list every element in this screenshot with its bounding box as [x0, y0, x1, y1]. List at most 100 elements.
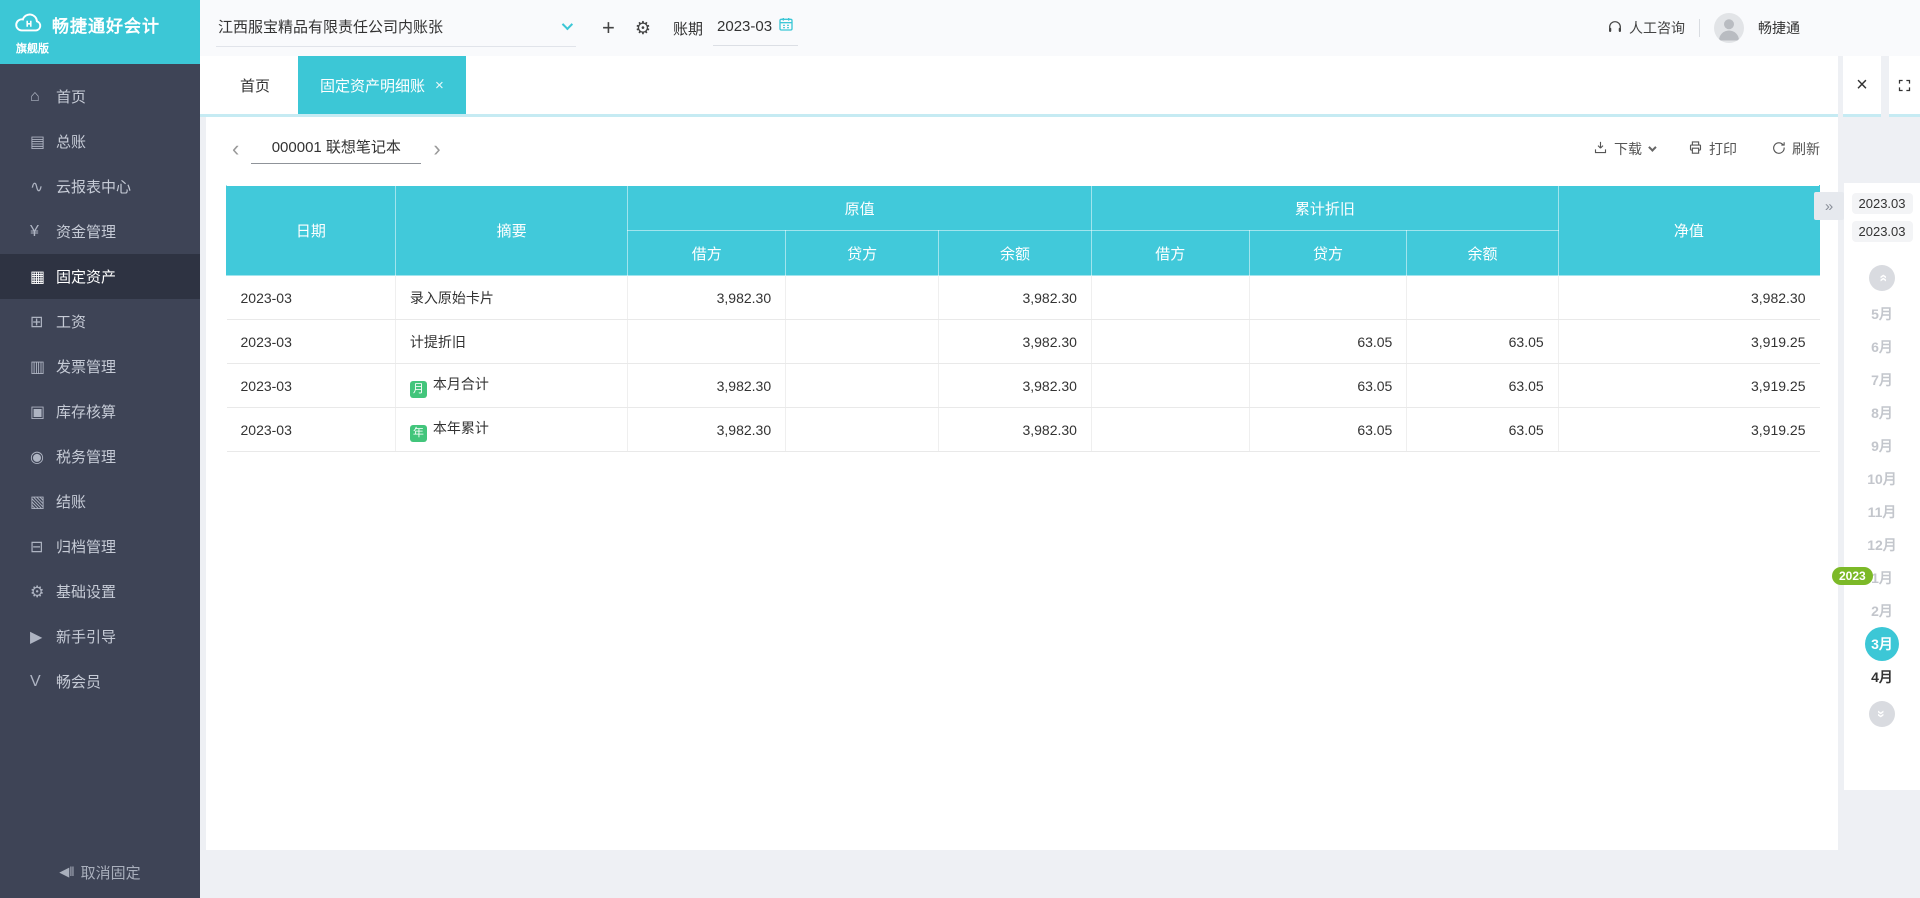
close-page-button[interactable]: × — [1843, 56, 1881, 117]
printer-icon — [1688, 140, 1703, 158]
year-badge: 2023 — [1832, 567, 1873, 585]
sidebar-item-label: 新手引导 — [56, 629, 117, 646]
sidebar-item-funds[interactable]: ¥ 资金管理 — [0, 209, 200, 254]
scroll-up-button[interactable]: » — [1869, 265, 1895, 291]
cell-date: 2023-03 — [226, 275, 396, 320]
month-item-10[interactable]: 10月 — [1844, 462, 1920, 495]
cell-date: 2023-03 — [226, 319, 396, 364]
chevron-up-icon: » — [1873, 274, 1890, 282]
tab-bar: 首页 固定资产明细账 × — [200, 56, 1838, 117]
sidebar-item-fixed-assets[interactable]: ▦ 固定资产 — [0, 254, 200, 299]
collapse-rail-button[interactable]: » — [1814, 192, 1844, 220]
sidebar-item-member[interactable]: V 畅会员 — [0, 659, 200, 704]
avatar[interactable] — [1714, 13, 1744, 43]
sidebar-item-label: 畅会员 — [56, 674, 102, 691]
support-button[interactable]: 人工咨询 — [1607, 18, 1685, 38]
col-summary: 摘要 — [394, 185, 629, 276]
unpin-sidebar-button[interactable]: ◀‖ 取消固定 — [0, 846, 200, 898]
prev-asset-button[interactable]: ‹ — [232, 136, 240, 161]
month-label: 7月 — [1871, 371, 1893, 388]
sidebar-item-guide[interactable]: ▶ 新手引导 — [0, 614, 200, 659]
fullscreen-button[interactable] — [1889, 56, 1920, 117]
month-item-8[interactable]: 8月 — [1844, 396, 1920, 429]
period-end[interactable]: 2023.03 — [1851, 221, 1913, 242]
month-item-12[interactable]: 12月 — [1844, 528, 1920, 561]
sidebar-item-label: 固定资产 — [56, 269, 117, 286]
period-picker[interactable]: 2023-03 — [713, 10, 799, 46]
print-button[interactable]: 打印 — [1688, 139, 1737, 159]
table-row[interactable]: 2023-03 月本月合计 3,982.30 3,982.30 63.05 63… — [226, 363, 1820, 408]
cell-ad-balance: 63.05 — [1406, 363, 1559, 408]
cell-ov-debit: 3,982.30 — [627, 363, 787, 408]
cell-ov-debit — [627, 319, 787, 364]
gear-icon[interactable]: ⚙ — [634, 17, 651, 38]
sidebar-item-label: 库存核算 — [56, 404, 117, 421]
month-item-6[interactable]: 6月 — [1844, 330, 1920, 363]
sidebar-item-home[interactable]: ⌂ 首页 — [0, 74, 200, 119]
sidebar-item-salary[interactable]: ⊞ 工资 — [0, 299, 200, 344]
cell-ov-balance: 3,982.30 — [938, 319, 1092, 364]
tab-close-icon[interactable]: × — [435, 76, 444, 94]
tab-home[interactable]: 首页 — [212, 56, 298, 114]
sidebar-item-label: 资金管理 — [56, 224, 117, 241]
col-ov-debit: 借方 — [627, 230, 787, 276]
month-total-icon: 月 — [409, 380, 427, 398]
cell-ad-debit — [1091, 275, 1250, 320]
month-item-2[interactable]: 2月 — [1844, 594, 1920, 627]
funds-icon: ¥ — [30, 222, 39, 240]
month-item-7[interactable]: 7月 — [1844, 363, 1920, 396]
sidebar-item-tax[interactable]: ◉ 税务管理 — [0, 434, 200, 479]
table-row[interactable]: 2023-03 计提折旧 3,982.30 63.05 63.05 3,919.… — [226, 319, 1820, 364]
sidebar-item-archive[interactable]: ⊟ 归档管理 — [0, 524, 200, 569]
download-button[interactable]: 下载 — [1593, 139, 1657, 159]
month-item-11[interactable]: 11月 — [1844, 495, 1920, 528]
sidebar-item-label: 税务管理 — [56, 449, 117, 466]
table-row[interactable]: 2023-03 年本年累计 3,982.30 3,982.30 63.05 63… — [226, 407, 1820, 452]
period-start[interactable]: 2023.03 — [1851, 193, 1913, 214]
company-select[interactable]: 江西服宝精品有限责任公司内账张 — [216, 10, 576, 47]
sidebar-item-label: 发票管理 — [56, 359, 117, 376]
cell-ad-debit — [1091, 319, 1250, 364]
period-value: 2023-03 — [717, 18, 773, 35]
cell-ad-balance — [1406, 275, 1559, 320]
sidebar-item-settings[interactable]: ⚙ 基础设置 — [0, 569, 200, 614]
month-item-9[interactable]: 9月 — [1844, 429, 1920, 462]
cell-ov-credit — [785, 319, 940, 364]
scroll-down-button[interactable]: » — [1869, 701, 1895, 727]
unpin-label: 取消固定 — [80, 864, 141, 882]
sidebar-item-invoices[interactable]: ▥ 发票管理 — [0, 344, 200, 389]
cloud-report-icon: ∿ — [30, 178, 44, 196]
month-item-1[interactable]: 1月 — [1844, 561, 1920, 594]
table-row[interactable]: 2023-03 录入原始卡片 3,982.30 3,982.30 3,982.3… — [226, 275, 1820, 320]
sidebar-item-closing[interactable]: ▧ 结账 — [0, 479, 200, 524]
cloud-logo-icon — [14, 10, 44, 39]
tab-fixed-asset-ledger[interactable]: 固定资产明细账 × — [298, 56, 466, 114]
sidebar-item-cloud-reports[interactable]: ∿ 云报表中心 — [0, 164, 200, 209]
salary-icon: ⊞ — [30, 313, 44, 331]
next-asset-button[interactable]: › — [433, 136, 441, 161]
cell-net: 3,919.25 — [1558, 363, 1820, 408]
asset-selector[interactable]: 000001 联想笔记本 — [251, 134, 422, 164]
month-item-4[interactable]: 4月 — [1844, 660, 1920, 693]
month-item-3-selected[interactable]: 3月 — [1844, 626, 1920, 661]
month-label: 1月 — [1871, 569, 1893, 586]
summary-text: 录入原始卡片 — [409, 289, 494, 306]
col-accumulated-depreciation: 累计折旧 — [1090, 185, 1559, 231]
col-date: 日期 — [226, 185, 396, 276]
cell-ad-credit: 63.05 — [1249, 407, 1408, 452]
month-item-5[interactable]: 5月 — [1844, 297, 1920, 330]
refresh-button[interactable]: 刷新 — [1771, 139, 1820, 159]
headset-icon — [1607, 19, 1623, 38]
month-label: 3月 — [1871, 635, 1893, 652]
username: 畅捷通 — [1758, 20, 1800, 36]
sidebar-item-inventory[interactable]: ▣ 库存核算 — [0, 389, 200, 434]
add-account-button[interactable]: + — [602, 15, 615, 40]
cell-ad-credit: 63.05 — [1249, 363, 1408, 408]
sidebar-item-general-ledger[interactable]: ▤ 总账 — [0, 119, 200, 164]
cell-net: 3,982.30 — [1558, 275, 1820, 320]
sidebar-item-label: 工资 — [56, 314, 87, 331]
chevron-down-icon: » — [1873, 710, 1890, 718]
cell-summary: 计提折旧 — [395, 319, 629, 364]
cell-ov-credit — [785, 407, 940, 452]
sidebar-item-label: 首页 — [56, 89, 87, 106]
